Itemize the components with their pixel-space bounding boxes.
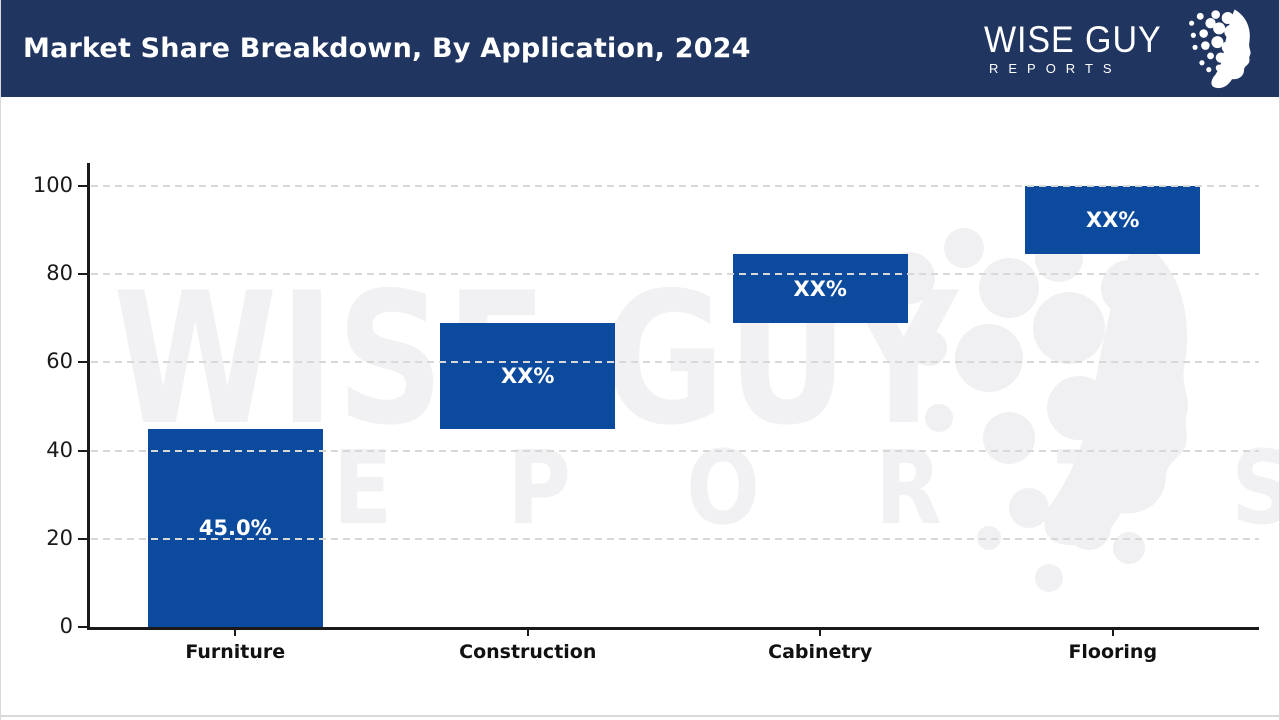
bar-value-label-construction: XX% — [501, 363, 555, 388]
gridline-60 — [91, 361, 1259, 364]
wiseguy-logo: WISE GUY REPORTS — [984, 6, 1259, 92]
y-tick-mark-20 — [78, 537, 87, 540]
bar-value-label-cabinetry: XX% — [793, 276, 847, 301]
y-tick-label-20: 20 — [46, 525, 73, 550]
x-axis-label-cabinetry: Cabinetry — [768, 641, 873, 663]
bar-value-label-flooring: XX% — [1086, 208, 1140, 233]
logo-wordmark-line1: WISE GUY — [983, 19, 1162, 60]
gridline-20 — [91, 537, 1259, 540]
x-tick-mark-furniture — [234, 627, 237, 636]
bar-construction: XX% — [440, 322, 616, 429]
page-title: Market Share Breakdown, By Application, … — [23, 33, 751, 64]
bar-cabinetry: XX% — [732, 254, 908, 323]
x-tick-mark-cabinetry — [819, 627, 822, 636]
x-axis-label-flooring: Flooring — [1068, 641, 1158, 663]
y-tick-label-0: 0 — [59, 614, 73, 638]
wiseguy-head-icon — [1189, 8, 1251, 88]
logo-wordmark-line2: REPORTS — [988, 61, 1122, 76]
x-tick-mark-flooring — [1111, 627, 1114, 636]
bar-value-label-furniture: 45.0% — [198, 515, 272, 540]
y-tick-label-80: 80 — [46, 261, 73, 286]
y-tick-label-60: 60 — [46, 349, 73, 374]
bar-furniture: 45.0% — [147, 428, 323, 627]
header-bar: Market Share Breakdown, By Application, … — [1, 0, 1279, 97]
x-axis-label-construction: Construction — [459, 641, 597, 663]
gridline-80 — [91, 273, 1259, 276]
bottom-border-line — [1, 715, 1279, 717]
y-tick-label-100: 100 — [32, 173, 73, 197]
x-axis-label-furniture: Furniture — [185, 641, 286, 663]
axis-spine-bottom — [87, 627, 1259, 630]
y-tick-mark-40 — [78, 449, 87, 452]
bar-flooring: XX% — [1025, 186, 1201, 255]
gridline-100 — [91, 185, 1259, 187]
x-tick-mark-construction — [526, 627, 529, 636]
logo-wordmark: WISE GUY REPORTS — [984, 21, 1177, 76]
gridline-40 — [91, 449, 1259, 452]
y-tick-mark-60 — [78, 361, 87, 364]
y-tick-mark-80 — [78, 273, 87, 276]
y-tick-mark-100 — [78, 185, 87, 187]
y-tick-mark-0 — [78, 626, 87, 628]
axis-spine-left — [87, 163, 90, 629]
y-tick-label-40: 40 — [46, 437, 73, 462]
